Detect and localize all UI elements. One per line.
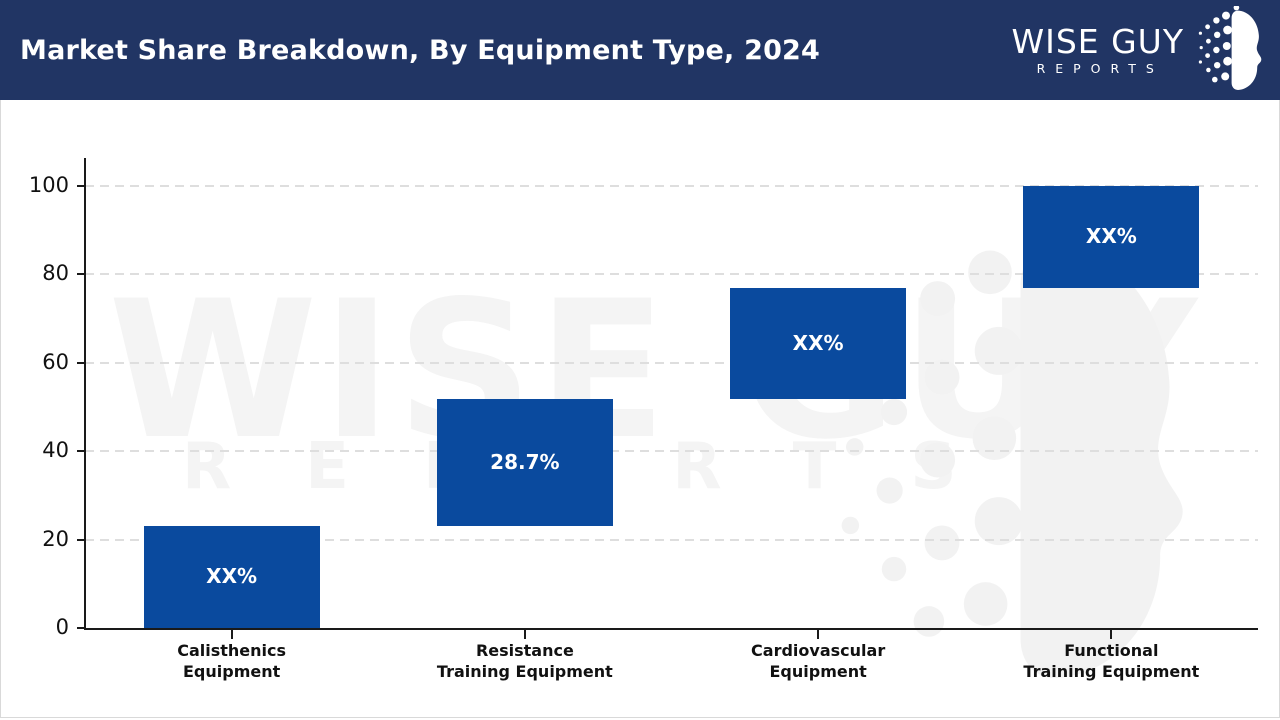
y-tick-label-100: 100 xyxy=(28,173,69,197)
y-tick-0 xyxy=(77,627,85,629)
bar-value-label-functional-training-equipment: XX% xyxy=(1085,224,1137,248)
y-tick-80 xyxy=(77,273,85,276)
bar-value-label-cardiovascular-equipment: XX% xyxy=(792,330,844,355)
gridline-20 xyxy=(85,538,1258,541)
y-tick-label-60: 60 xyxy=(42,349,69,374)
category-line2: Equipment xyxy=(182,662,281,681)
logo-text: WISE GUY REPORTS xyxy=(1011,25,1184,76)
gridline-60 xyxy=(85,361,1258,364)
header-bar: Market Share Breakdown, By Equipment Typ… xyxy=(0,0,1280,100)
y-tick-label-0: 0 xyxy=(55,615,69,639)
bar-value-label-resistance-training-equipment: 28.7% xyxy=(490,450,560,475)
x-category-label-functional-training-equipment: Functional Training Equipment xyxy=(971,640,1251,682)
y-axis xyxy=(84,158,86,630)
x-tick-calisthenics-equipment xyxy=(230,630,233,639)
chart-title: Market Share Breakdown, By Equipment Typ… xyxy=(20,34,821,66)
category-line1: Cardiovascular xyxy=(751,641,886,660)
x-category-label-resistance-training-equipment: Resistance Training Equipment xyxy=(385,640,665,682)
y-tick-60 xyxy=(77,361,85,364)
y-tick-label-20: 20 xyxy=(42,526,69,551)
bar-resistance-training-equipment xyxy=(436,399,613,527)
category-line1: Functional xyxy=(1064,641,1159,660)
y-tick-40 xyxy=(77,450,85,453)
gridline-40 xyxy=(85,450,1258,453)
x-tick-cardiovascular-equipment xyxy=(817,630,820,639)
dotted-head-icon xyxy=(1198,6,1262,91)
y-tick-label-80: 80 xyxy=(42,261,69,286)
bar-calisthenics-equipment xyxy=(143,526,320,628)
gridline-100 xyxy=(85,185,1258,187)
category-line2: Training Equipment xyxy=(436,662,613,681)
y-tick-100 xyxy=(77,185,85,187)
x-tick-functional-training-equipment xyxy=(1110,630,1113,639)
category-line1: Calisthenics xyxy=(177,641,287,660)
x-tick-resistance-training-equipment xyxy=(523,630,526,639)
y-tick-label-40: 40 xyxy=(42,438,69,463)
category-line2: Equipment xyxy=(769,662,867,681)
bar-value-label-calisthenics-equipment: XX% xyxy=(206,564,258,589)
category-line2: Training Equipment xyxy=(1023,662,1200,681)
category-line1: Resistance xyxy=(475,641,574,660)
logo-subtext: REPORTS xyxy=(1036,60,1164,76)
x-category-label-cardiovascular-equipment: Cardiovascular Equipment xyxy=(678,640,958,682)
y-tick-20 xyxy=(77,538,85,541)
wise-guy-reports-logo: WISE GUY REPORTS xyxy=(1011,6,1262,94)
x-axis xyxy=(84,628,1258,630)
x-category-label-calisthenics-equipment: Calisthenics Equipment xyxy=(92,640,372,682)
logo-wordmark: WISE GUY xyxy=(1011,21,1184,61)
gridline-80 xyxy=(85,273,1258,276)
